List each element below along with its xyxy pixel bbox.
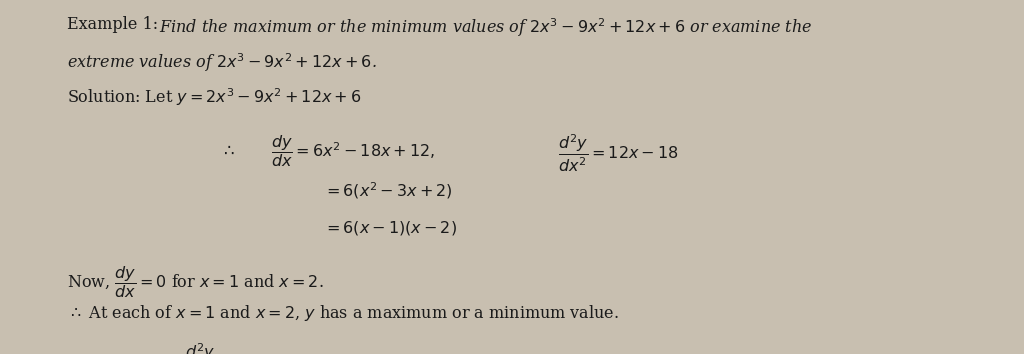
Text: $\dfrac{dy}{dx} = 6x^2 - 18x + 12,$: $\dfrac{dy}{dx} = 6x^2 - 18x + 12,$ <box>271 133 435 169</box>
Text: Solution: Let $y = 2x^3 - 9x^2 + 12x + 6$: Solution: Let $y = 2x^3 - 9x^2 + 12x + 6… <box>67 87 361 108</box>
Text: $= 6(x^2 - 3x + 2)$: $= 6(x^2 - 3x + 2)$ <box>323 181 453 201</box>
Text: $\dfrac{d^2y}{dx^2} = 12x - 18$: $\dfrac{d^2y}{dx^2} = 12x - 18$ <box>558 133 679 174</box>
Text: $= 6(x - 1)(x - 2)$: $= 6(x - 1)(x - 2)$ <box>323 219 457 238</box>
Text: Example 1:: Example 1: <box>67 16 163 33</box>
Text: $\therefore$ At each of $x = 1$ and $x = 2$, $y$ has a maximum or a minimum valu: $\therefore$ At each of $x = 1$ and $x =… <box>67 303 618 322</box>
Text: $\therefore$: $\therefore$ <box>220 142 234 159</box>
Text: Find the maximum or the minimum values of $2x^3 - 9x^2 + 12x + 6$ or examine the: Find the maximum or the minimum values o… <box>159 16 812 39</box>
Text: Now, $\dfrac{dy}{dx} = 0$ for $x = 1$ and $x = 2$.: Now, $\dfrac{dy}{dx} = 0$ for $x = 1$ an… <box>67 264 324 300</box>
Text: extreme values of $2x^3 - 9x^2 + 12x + 6$.: extreme values of $2x^3 - 9x^2 + 12x + 6… <box>67 51 376 74</box>
Text: Now, at $x = 1$, $\dfrac{d^2y}{dx^2} = 12 \cdot 1 - 18 = 12 - 18 - 6 < 0$: Now, at $x = 1$, $\dfrac{d^2y}{dx^2} = 1… <box>67 342 457 354</box>
